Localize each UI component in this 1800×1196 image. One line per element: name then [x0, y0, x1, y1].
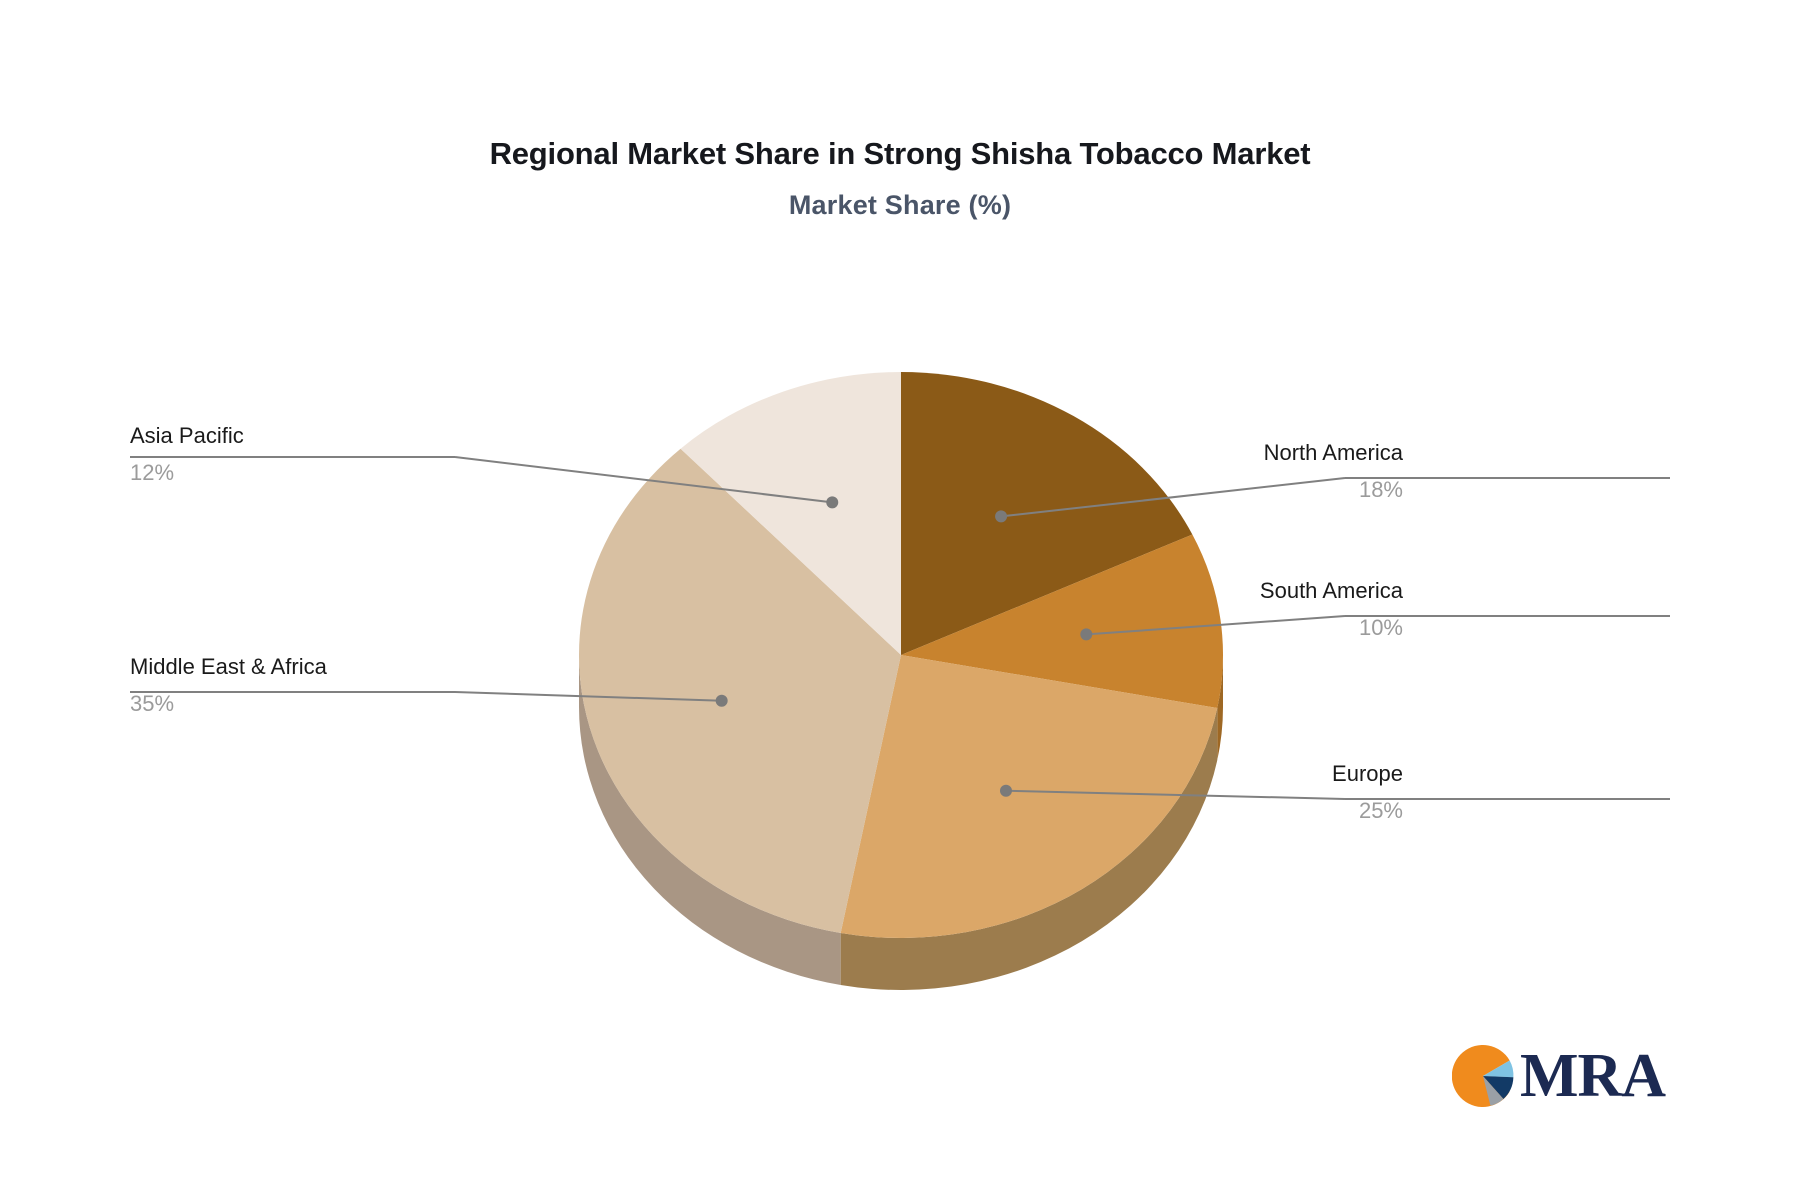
callout-north-america[interactable]: North America 18% — [1264, 442, 1403, 501]
callout-europe[interactable]: Europe 25% — [1332, 763, 1403, 822]
leader-line — [1005, 789, 1346, 800]
pie-slice-middle-east-africa[interactable] — [579, 448, 901, 933]
callout-asia-pacific[interactable]: Asia Pacific 12% — [130, 425, 244, 484]
pie-slice-south-america[interactable] — [901, 534, 1223, 709]
callout-value-asia-pacific: 12% — [130, 460, 175, 485]
leader-dot — [1080, 628, 1093, 641]
pie-side-middle-east-africa — [579, 655, 841, 985]
callout-label-asia-pacific: Asia Pacific — [130, 423, 244, 448]
leader-dot — [715, 694, 728, 707]
pie-slice-asia-pacific[interactable] — [680, 372, 901, 655]
logo-wordmark: MRA — [1520, 1042, 1666, 1110]
pie-side-walls — [579, 655, 1223, 990]
chart-title: Regional Market Share in Strong Shisha T… — [489, 136, 1311, 171]
leader-dot — [995, 510, 1008, 523]
pie-side-europe — [840, 708, 1218, 990]
callout-value-south-america: 10% — [1358, 615, 1403, 640]
callout-south-america[interactable]: South America 10% — [1260, 580, 1403, 639]
chart-subtitle: Market Share (%) — [788, 190, 1012, 220]
pie-top-faces — [579, 372, 1223, 939]
leader-line — [1086, 615, 1346, 636]
callout-label-south-america: South America — [1259, 578, 1403, 603]
callout-value-north-america: 18% — [1358, 477, 1403, 502]
mra-logo[interactable]: MRA — [1452, 1032, 1666, 1120]
pie-chart-icon — [1452, 1045, 1514, 1107]
pie-slice-europe[interactable] — [840, 655, 1218, 939]
leader-dot — [999, 784, 1012, 797]
pie-slice-north-america[interactable] — [901, 372, 1193, 655]
callout-value-europe: 25% — [1358, 798, 1403, 823]
leader-line — [454, 691, 722, 702]
leader-dot — [826, 496, 839, 509]
pie-side-south-america — [1217, 655, 1223, 761]
callout-middle-east-africa[interactable]: Middle East & Africa 35% — [130, 656, 327, 715]
callout-value-middle-east-africa: 35% — [130, 691, 175, 716]
callout-label-north-america: North America — [1263, 440, 1403, 465]
callout-label-europe: Europe — [1332, 761, 1403, 786]
leader-line — [454, 456, 833, 504]
pie-leader-lines — [130, 456, 1670, 800]
leader-line — [1000, 477, 1346, 518]
callout-label-middle-east-africa: Middle East & Africa — [130, 654, 327, 679]
